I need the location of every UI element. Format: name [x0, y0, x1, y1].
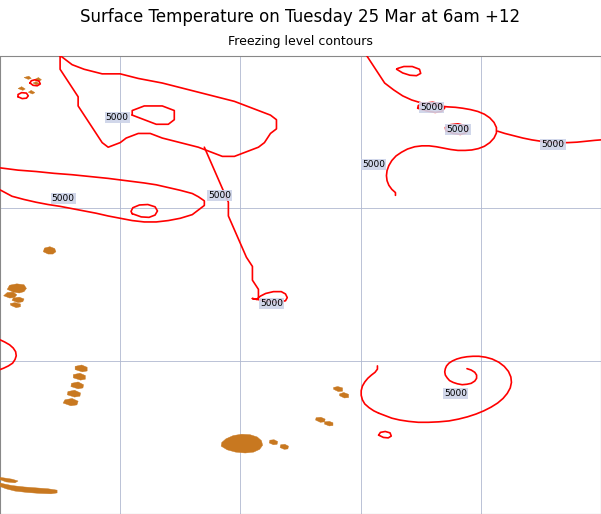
Polygon shape [63, 398, 78, 406]
Polygon shape [280, 444, 288, 449]
Polygon shape [71, 382, 84, 389]
Text: 5000: 5000 [260, 299, 283, 307]
Text: Freezing level contours: Freezing level contours [228, 35, 373, 48]
Polygon shape [334, 387, 343, 392]
Text: Surface Temperature on Tuesday 25 Mar at 6am +12: Surface Temperature on Tuesday 25 Mar at… [81, 8, 520, 26]
Text: 5000: 5000 [208, 191, 231, 200]
Polygon shape [269, 439, 278, 445]
Polygon shape [340, 393, 349, 398]
Text: 5000: 5000 [420, 103, 443, 112]
Polygon shape [4, 292, 17, 298]
Text: 5000: 5000 [52, 194, 75, 203]
Polygon shape [10, 303, 20, 308]
Text: 5000: 5000 [362, 160, 385, 169]
Polygon shape [24, 76, 31, 79]
Polygon shape [35, 78, 41, 81]
Polygon shape [33, 82, 39, 85]
Polygon shape [325, 421, 333, 426]
Polygon shape [7, 284, 26, 293]
Polygon shape [0, 478, 18, 483]
Polygon shape [12, 297, 24, 303]
Polygon shape [43, 247, 56, 254]
Text: 5000: 5000 [447, 125, 469, 134]
Text: 5000: 5000 [444, 390, 467, 398]
Text: 5000: 5000 [106, 113, 129, 122]
Text: 5000: 5000 [542, 140, 564, 149]
Polygon shape [67, 390, 81, 397]
Polygon shape [18, 87, 25, 90]
Polygon shape [316, 417, 325, 423]
Polygon shape [28, 90, 35, 94]
Polygon shape [73, 373, 85, 380]
Polygon shape [75, 365, 87, 372]
Polygon shape [0, 483, 57, 494]
Polygon shape [221, 434, 263, 453]
